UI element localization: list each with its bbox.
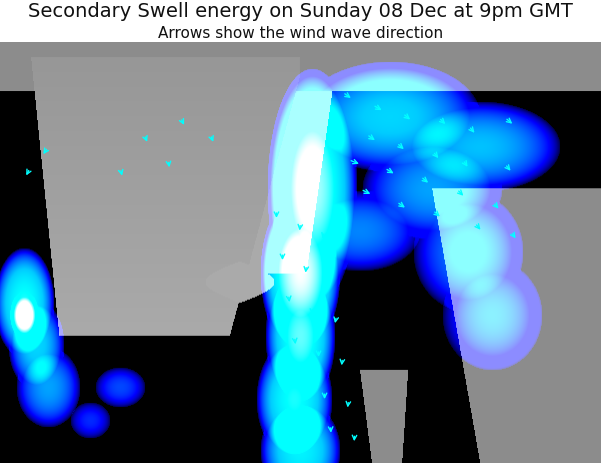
Text: Arrows show the wind wave direction: Arrows show the wind wave direction (158, 26, 443, 41)
Text: Secondary Swell energy on Sunday 08 Dec at 9pm GMT: Secondary Swell energy on Sunday 08 Dec … (28, 2, 573, 21)
